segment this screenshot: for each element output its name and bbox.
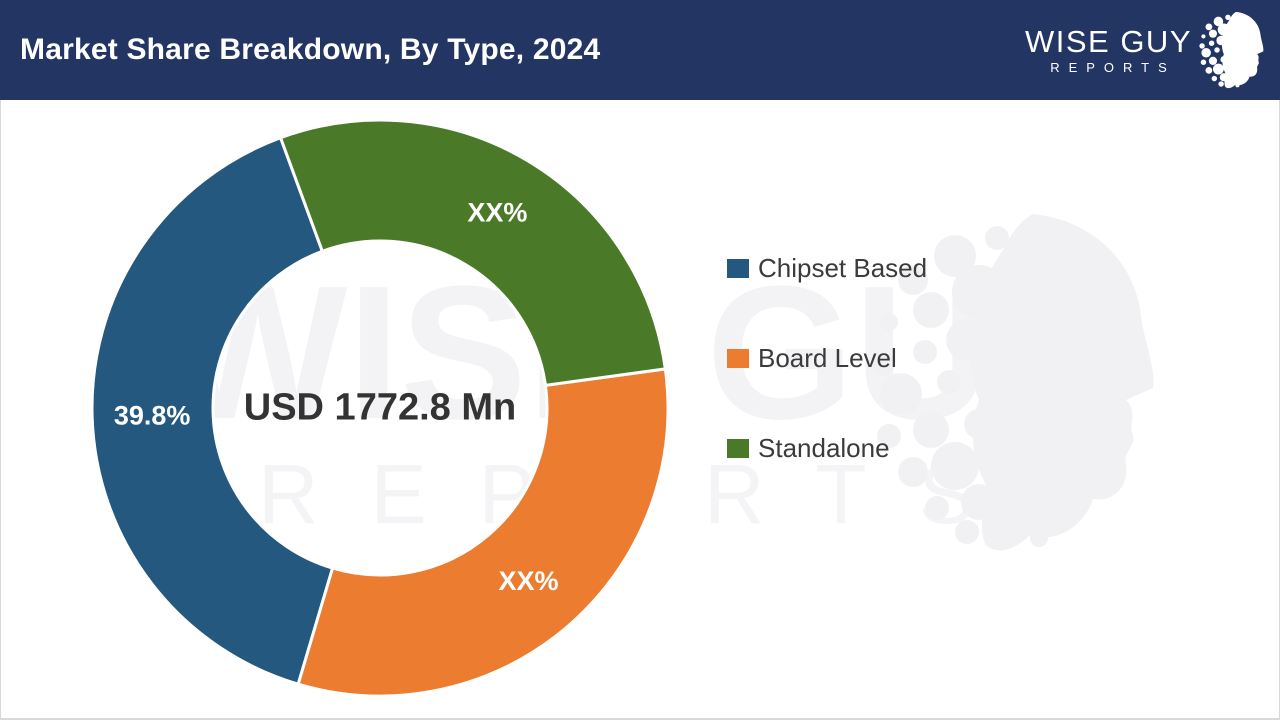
donut-segment-chipset-based bbox=[90, 135, 335, 687]
segment-label-standalone: XX% bbox=[467, 198, 527, 228]
chart-area: WISE GUY REPORTS 39.8%XX%XX% USD 1772.8 … bbox=[0, 100, 1280, 720]
legend-swatch-board-level bbox=[727, 348, 749, 368]
header-bar: Market Share Breakdown, By Type, 2024 WI… bbox=[0, 0, 1280, 100]
legend-label: Standalone bbox=[758, 433, 890, 463]
page-title: Market Share Breakdown, By Type, 2024 bbox=[20, 33, 601, 66]
legend-label: Board Level bbox=[758, 343, 897, 373]
legend-swatch-chipset-based bbox=[727, 258, 749, 278]
legend-item-standalone: Standalone bbox=[727, 434, 927, 462]
donut-segment-standalone bbox=[278, 118, 668, 388]
logo-wordmark-line1: WISE GUY bbox=[1024, 24, 1192, 59]
logo-face-icon bbox=[1199, 11, 1264, 89]
logo-wordmark-line2: REPORTS bbox=[1050, 60, 1176, 75]
logo-wordmark: WISE GUY REPORTS bbox=[1025, 26, 1192, 74]
brand-logo: WISE GUY REPORTS bbox=[1025, 9, 1266, 91]
chart-center-value: USD 1772.8 Mn bbox=[243, 386, 517, 429]
legend-item-chipset-based: Chipset Based bbox=[727, 254, 927, 282]
legend-label: Chipset Based bbox=[758, 253, 928, 283]
donut-segment-board-level bbox=[296, 367, 670, 698]
segment-label-chipset-based: 39.8% bbox=[114, 400, 191, 430]
segment-label-board-level: XX% bbox=[499, 566, 559, 596]
legend-swatch-standalone bbox=[727, 438, 749, 458]
donut-chart: 39.8% XX% XX% bbox=[90, 118, 670, 698]
legend-item-board-level: Board Level bbox=[727, 344, 927, 372]
legend: Chipset Based Board Level Standalone bbox=[727, 254, 927, 462]
